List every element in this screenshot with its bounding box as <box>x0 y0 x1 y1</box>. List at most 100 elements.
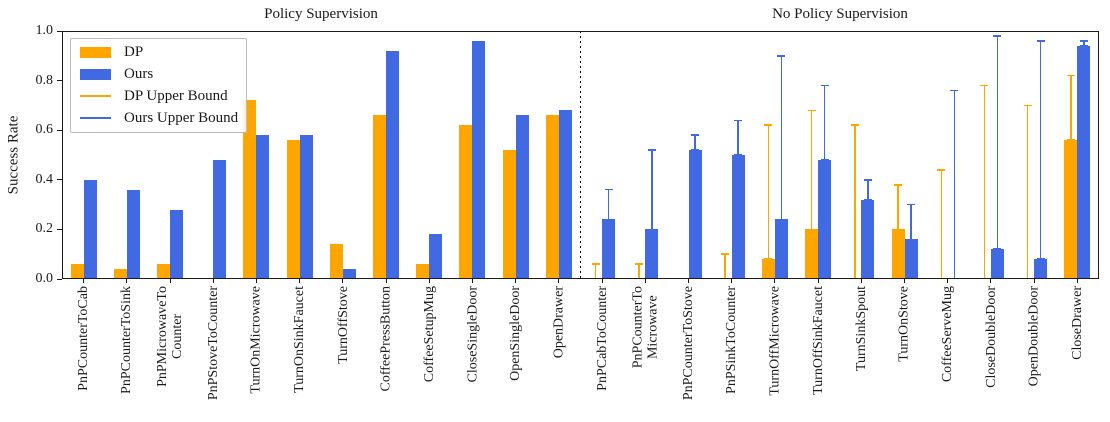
x-tick <box>731 279 733 283</box>
whisker-dp <box>724 254 726 279</box>
bar-ours <box>126 189 140 279</box>
bar-ours <box>688 150 702 279</box>
whisker-ours <box>694 135 696 151</box>
whisker-cap-ours <box>647 149 656 151</box>
whisker-dp <box>638 264 640 279</box>
whisker-dp <box>854 125 856 279</box>
x-tick <box>990 279 992 283</box>
whisker-cap-ours <box>1079 45 1088 47</box>
x-tick-label: PnPSinkToCounter <box>724 286 740 394</box>
legend-line-swatch <box>80 95 111 98</box>
x-tick-label: TurnOffMicrowave <box>767 286 783 396</box>
whisker-cap-dp <box>721 253 730 255</box>
y-tick <box>57 129 62 131</box>
x-tick-label: OpenSingleDoor <box>508 286 524 381</box>
whisker-cap-ours <box>1036 40 1045 42</box>
x-tick <box>688 279 690 283</box>
whisker-ours <box>1039 40 1042 260</box>
x-tick-label: PnPCabToCounter <box>594 286 610 391</box>
bar-ours <box>558 110 572 279</box>
y-tick-label: 0.2 <box>35 221 54 237</box>
whisker-cap-ours <box>820 84 829 87</box>
whisker-cap-ours <box>863 198 872 201</box>
bar-dp <box>1064 140 1078 279</box>
bar-ours <box>429 234 443 279</box>
x-tick <box>83 279 85 283</box>
x-tick-label: PnPMicrowaveTo Counter <box>155 286 186 387</box>
x-tick <box>644 279 646 283</box>
section-title-no-policy-supervision: No Policy Supervision <box>772 6 908 22</box>
x-tick-label: TurnOnSinkFaucet <box>292 286 308 393</box>
y-tick-label: 1.0 <box>35 23 54 38</box>
legend-item: Ours Upper Bound <box>71 110 246 127</box>
y-axis-label: Success Rate <box>5 115 22 195</box>
bar-ours <box>818 159 832 279</box>
x-tick <box>558 279 560 283</box>
whisker-dp <box>983 85 986 279</box>
plot-area: PnPCounterToCab PnPCounterToSink PnPMicrow… <box>36 23 1099 400</box>
x-tick-label: TurnOnMicrowave <box>248 286 264 394</box>
y-tick <box>57 80 62 82</box>
x-tick <box>774 279 776 283</box>
whisker-dp <box>594 264 597 279</box>
x-tick <box>255 279 257 283</box>
x-tick <box>385 279 387 283</box>
whisker-ours <box>867 179 869 200</box>
x-tick-label: PnPCounterToStove <box>681 286 697 401</box>
bar-dp <box>502 150 516 279</box>
x-tick <box>947 279 949 283</box>
whisker-cap-dp <box>1023 104 1032 107</box>
bar-ours <box>645 229 659 279</box>
y-tick <box>57 278 62 280</box>
bar-dp <box>805 229 819 279</box>
whisker-cap-ours <box>950 89 959 92</box>
bar-ours <box>731 155 745 279</box>
bar-ours <box>386 50 400 279</box>
legend-item: DP <box>71 44 246 61</box>
legend-label: DP <box>124 44 144 61</box>
x-tick <box>126 279 128 283</box>
y-tick <box>57 179 62 181</box>
bar-ours <box>774 219 788 279</box>
section-title-policy-supervision: Policy Supervision <box>264 6 378 22</box>
x-tick-label: CoffeePressButton <box>378 286 394 392</box>
bar-ours <box>472 40 486 279</box>
whisker-cap-dp <box>1066 139 1075 141</box>
bar-dp <box>545 115 559 279</box>
x-tick <box>342 279 344 283</box>
legend-patch-swatch <box>80 69 111 81</box>
bar-ours <box>299 135 313 279</box>
whisker-cap-ours <box>820 159 829 161</box>
whisker-cap-ours <box>907 203 916 206</box>
y-tick-label: 0.6 <box>35 122 54 138</box>
whisker-cap-dp <box>937 169 946 171</box>
whisker-ours <box>651 150 653 230</box>
y-tick <box>57 30 62 32</box>
bar-dp <box>459 125 473 279</box>
whisker-ours <box>910 204 912 240</box>
whisker-ours <box>780 55 783 220</box>
y-tick-label: 0.4 <box>35 171 54 187</box>
whisker-cap-dp <box>634 263 643 265</box>
whisker-dp <box>1070 75 1072 141</box>
whisker-ours <box>823 85 826 160</box>
x-tick-label: CloseDoubleDoor <box>983 286 999 388</box>
bar-ours <box>170 209 184 279</box>
whisker-cap-ours <box>691 149 700 151</box>
whisker-cap-ours <box>777 218 786 221</box>
bar-ours <box>602 219 616 279</box>
bar-ours <box>990 249 1004 279</box>
x-tick <box>601 279 603 283</box>
x-tick-label: PnPCounterTo Microwave <box>630 286 661 369</box>
whisker-cap-dp <box>894 184 903 186</box>
whisker-cap-ours <box>734 154 743 156</box>
x-tick-label: OpenDoubleDoor <box>1026 286 1042 387</box>
bar-dp <box>761 259 775 279</box>
x-tick-label: CoffeeSetupMug <box>421 286 437 383</box>
whisker-cap-dp <box>764 124 773 126</box>
whisker-cap-dp <box>807 109 816 112</box>
whisker-cap-dp <box>807 228 816 231</box>
whisker-cap-ours <box>604 218 613 221</box>
legend-label: Ours Upper Bound <box>124 109 239 126</box>
